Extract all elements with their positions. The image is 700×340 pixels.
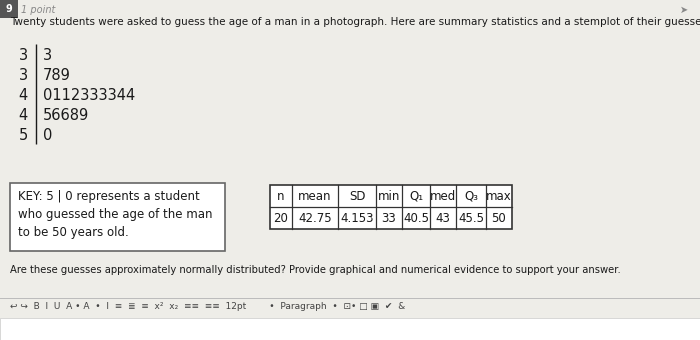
Text: 56689: 56689 — [43, 108, 90, 123]
Text: 3: 3 — [19, 48, 28, 63]
Text: max: max — [486, 189, 512, 203]
Text: 4.153: 4.153 — [340, 211, 374, 224]
Text: 40.5: 40.5 — [403, 211, 429, 224]
Text: Q₁: Q₁ — [409, 189, 423, 203]
Text: 20: 20 — [274, 211, 288, 224]
Text: 4: 4 — [19, 108, 28, 123]
Text: min: min — [378, 189, 400, 203]
Bar — [0, 318, 700, 340]
Text: 0: 0 — [43, 128, 52, 143]
Text: 9: 9 — [6, 4, 13, 14]
Text: 42.75: 42.75 — [298, 211, 332, 224]
Text: 789: 789 — [43, 68, 71, 83]
Text: 3: 3 — [19, 68, 28, 83]
Text: Are these guesses approximately normally distributed? Provide graphical and nume: Are these guesses approximately normally… — [10, 265, 621, 275]
Text: 5: 5 — [19, 128, 28, 143]
Bar — [10, 183, 225, 251]
Text: 43: 43 — [435, 211, 450, 224]
Text: Q₃: Q₃ — [464, 189, 478, 203]
Text: n: n — [277, 189, 285, 203]
Text: 45.5: 45.5 — [458, 211, 484, 224]
Text: 0112333344: 0112333344 — [43, 88, 135, 103]
Text: 3: 3 — [43, 48, 52, 63]
Bar — [0, 0, 18, 18]
Text: 1 point: 1 point — [21, 5, 55, 15]
Text: 4: 4 — [19, 88, 28, 103]
Text: ➤: ➤ — [680, 5, 688, 15]
Bar — [270, 185, 512, 229]
Text: KEY: 5 | 0 represents a student
who guessed the age of the man
to be 50 years ol: KEY: 5 | 0 represents a student who gues… — [18, 190, 213, 239]
Text: 33: 33 — [382, 211, 396, 224]
Text: 50: 50 — [491, 211, 506, 224]
Text: mean: mean — [298, 189, 332, 203]
Text: med: med — [430, 189, 456, 203]
Text: Twenty students were asked to guess the age of a man in a photograph. Here are s: Twenty students were asked to guess the … — [10, 17, 700, 27]
Text: ↩ ↪  B  I  U  A • A  •  I  ≡  ≣  ≡  x²  x₂  ≡≡  ≡≡  12pt        •  Paragraph  • : ↩ ↪ B I U A • A • I ≡ ≣ ≡ x² x₂ ≡≡ ≡≡ 12… — [10, 302, 405, 311]
Text: SD: SD — [349, 189, 365, 203]
